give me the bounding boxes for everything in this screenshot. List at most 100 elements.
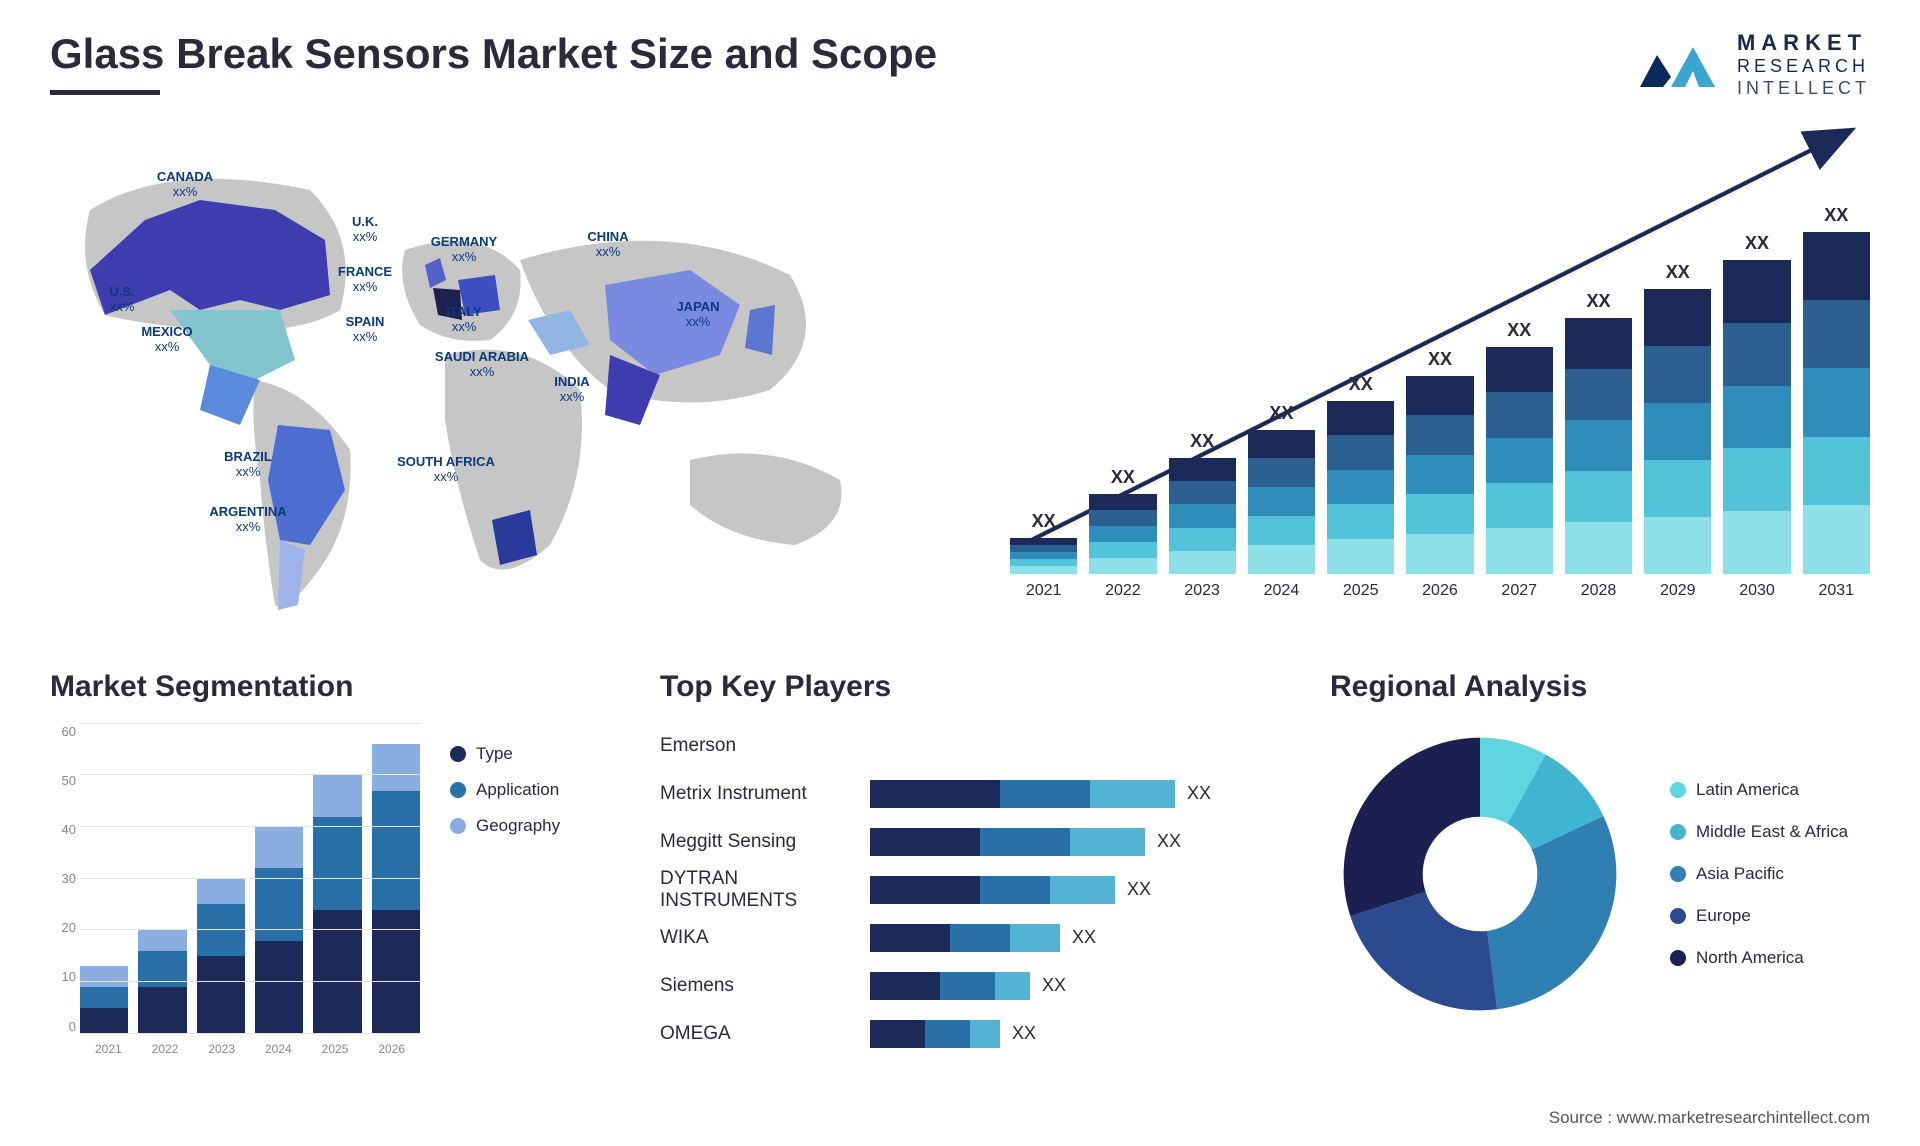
- player-bar-wrap: XX: [870, 924, 1280, 952]
- legend-label: Middle East & Africa: [1696, 822, 1848, 842]
- player-name: Emerson: [660, 735, 870, 757]
- growth-bar-segment: [1010, 545, 1077, 552]
- growth-bar-value: XX: [1428, 349, 1452, 370]
- player-bar-wrap: XX: [870, 1020, 1280, 1048]
- growth-bar-segment: [1803, 300, 1870, 368]
- growth-bar-segment: [1723, 448, 1790, 511]
- seg-bar-segment: [313, 910, 361, 1034]
- seg-bar-segment: [313, 817, 361, 910]
- seg-bar-segment: [80, 1008, 128, 1034]
- player-bar: [870, 828, 1145, 856]
- player-name: OMEGA: [660, 1023, 870, 1045]
- seg-bar-segment: [255, 941, 303, 1034]
- seg-bar-segment: [255, 827, 303, 868]
- map-region-highlight: [278, 540, 305, 610]
- page-title: Glass Break Sensors Market Size and Scop…: [50, 30, 937, 78]
- map-region-highlight: [492, 510, 537, 565]
- player-bar: [870, 780, 1175, 808]
- region-legend-item: North America: [1670, 948, 1848, 968]
- growth-bar-segment: [1723, 323, 1790, 386]
- growth-bar-segment: [1406, 415, 1473, 455]
- world-map: [50, 130, 950, 630]
- legend-swatch: [450, 818, 466, 834]
- growth-bar-segment: [1406, 376, 1473, 416]
- growth-bar-segment: [1169, 458, 1236, 481]
- player-bar-segment: [870, 972, 940, 1000]
- growth-bar-segment: [1248, 516, 1315, 545]
- growth-bar-year: 2021: [1026, 582, 1062, 600]
- growth-bar-segment: [1169, 481, 1236, 504]
- map-country-label: MEXICOxx%: [141, 325, 192, 355]
- player-bar-segment: [1010, 924, 1060, 952]
- map-country-label: U.K.xx%: [352, 215, 378, 245]
- growth-bar-value: XX: [1824, 205, 1848, 226]
- growth-bar-segment: [1248, 458, 1315, 487]
- growth-bar-segment: [1723, 260, 1790, 323]
- player-value: XX: [1127, 879, 1151, 900]
- growth-bar-segment: [1327, 504, 1394, 539]
- seg-y-tick: 50: [50, 773, 80, 788]
- segmentation-panel: Market Segmentation 6050403020100 202120…: [50, 670, 610, 1090]
- growth-bar-value: XX: [1111, 467, 1135, 488]
- growth-bar-segment: [1565, 318, 1632, 369]
- seg-x-label: 2021: [80, 1034, 137, 1064]
- regional-title: Regional Analysis: [1330, 670, 1870, 704]
- seg-x-label: 2026: [363, 1034, 420, 1064]
- seg-legend-item: Geography: [450, 816, 610, 836]
- growth-bar-year: 2027: [1501, 582, 1537, 600]
- region-legend-item: Europe: [1670, 906, 1848, 926]
- regional-legend: Latin AmericaMiddle East & AfricaAsia Pa…: [1670, 780, 1848, 968]
- map-country-label: BRAZILxx%: [224, 450, 272, 480]
- map-country-label: ARGENTINAxx%: [209, 505, 286, 535]
- key-players-chart: EmersonMetrix InstrumentXXMeggitt Sensin…: [660, 724, 1280, 1056]
- growth-bar: XX2027: [1486, 320, 1553, 600]
- growth-bar-segment: [1565, 522, 1632, 573]
- player-bar-wrap: XX: [870, 828, 1280, 856]
- growth-bar-segment: [1248, 487, 1315, 516]
- player-bar-segment: [870, 876, 980, 904]
- player-name: WIKA: [660, 927, 870, 949]
- regional-donut-chart: [1330, 724, 1630, 1024]
- growth-bar-segment: [1723, 511, 1790, 574]
- seg-x-label: 2023: [193, 1034, 250, 1064]
- growth-chart-panel: XX2021XX2022XX2023XX2024XX2025XX2026XX20…: [1010, 130, 1870, 630]
- growth-bar-segment: [1644, 460, 1711, 517]
- growth-bar: XX2023: [1169, 431, 1236, 599]
- legend-swatch: [1670, 866, 1686, 882]
- seg-gridline: [80, 981, 420, 982]
- key-players-title: Top Key Players: [660, 670, 1280, 704]
- growth-bar-segment: [1010, 552, 1077, 559]
- map-country-label: CHINAxx%: [587, 230, 628, 260]
- player-bar: [870, 876, 1115, 904]
- player-name: DYTRAN INSTRUMENTS: [660, 868, 870, 912]
- growth-bar-segment: [1486, 347, 1553, 392]
- growth-bar-segment: [1248, 430, 1315, 459]
- player-value: XX: [1187, 783, 1211, 804]
- seg-bar: [372, 744, 420, 1033]
- player-bar-wrap: XX: [870, 972, 1280, 1000]
- growth-bar: XX2031: [1803, 205, 1870, 600]
- player-row: Metrix InstrumentXX: [660, 772, 1280, 816]
- player-bar-wrap: XX: [870, 780, 1280, 808]
- seg-bar-segment: [372, 744, 420, 791]
- segmentation-legend: TypeApplicationGeography: [450, 724, 610, 1064]
- seg-gridline: [80, 774, 420, 775]
- seg-y-tick: 40: [50, 822, 80, 837]
- region-legend-item: Middle East & Africa: [1670, 822, 1848, 842]
- player-value: XX: [1157, 831, 1181, 852]
- legend-swatch: [450, 746, 466, 762]
- growth-bar-segment: [1010, 566, 1077, 573]
- growth-bar-year: 2029: [1660, 582, 1696, 600]
- brand-line-3: INTELLECT: [1737, 78, 1870, 100]
- growth-bar-value: XX: [1666, 262, 1690, 283]
- growth-bar-segment: [1248, 545, 1315, 574]
- player-bar-segment: [980, 828, 1070, 856]
- growth-bar-segment: [1406, 494, 1473, 534]
- player-bar-segment: [980, 876, 1050, 904]
- growth-bar-segment: [1327, 435, 1394, 470]
- growth-bar-segment: [1803, 232, 1870, 300]
- growth-bar-value: XX: [1269, 403, 1293, 424]
- growth-bar-year: 2028: [1581, 582, 1617, 600]
- growth-bar-segment: [1644, 517, 1711, 574]
- player-bar-segment: [1070, 828, 1145, 856]
